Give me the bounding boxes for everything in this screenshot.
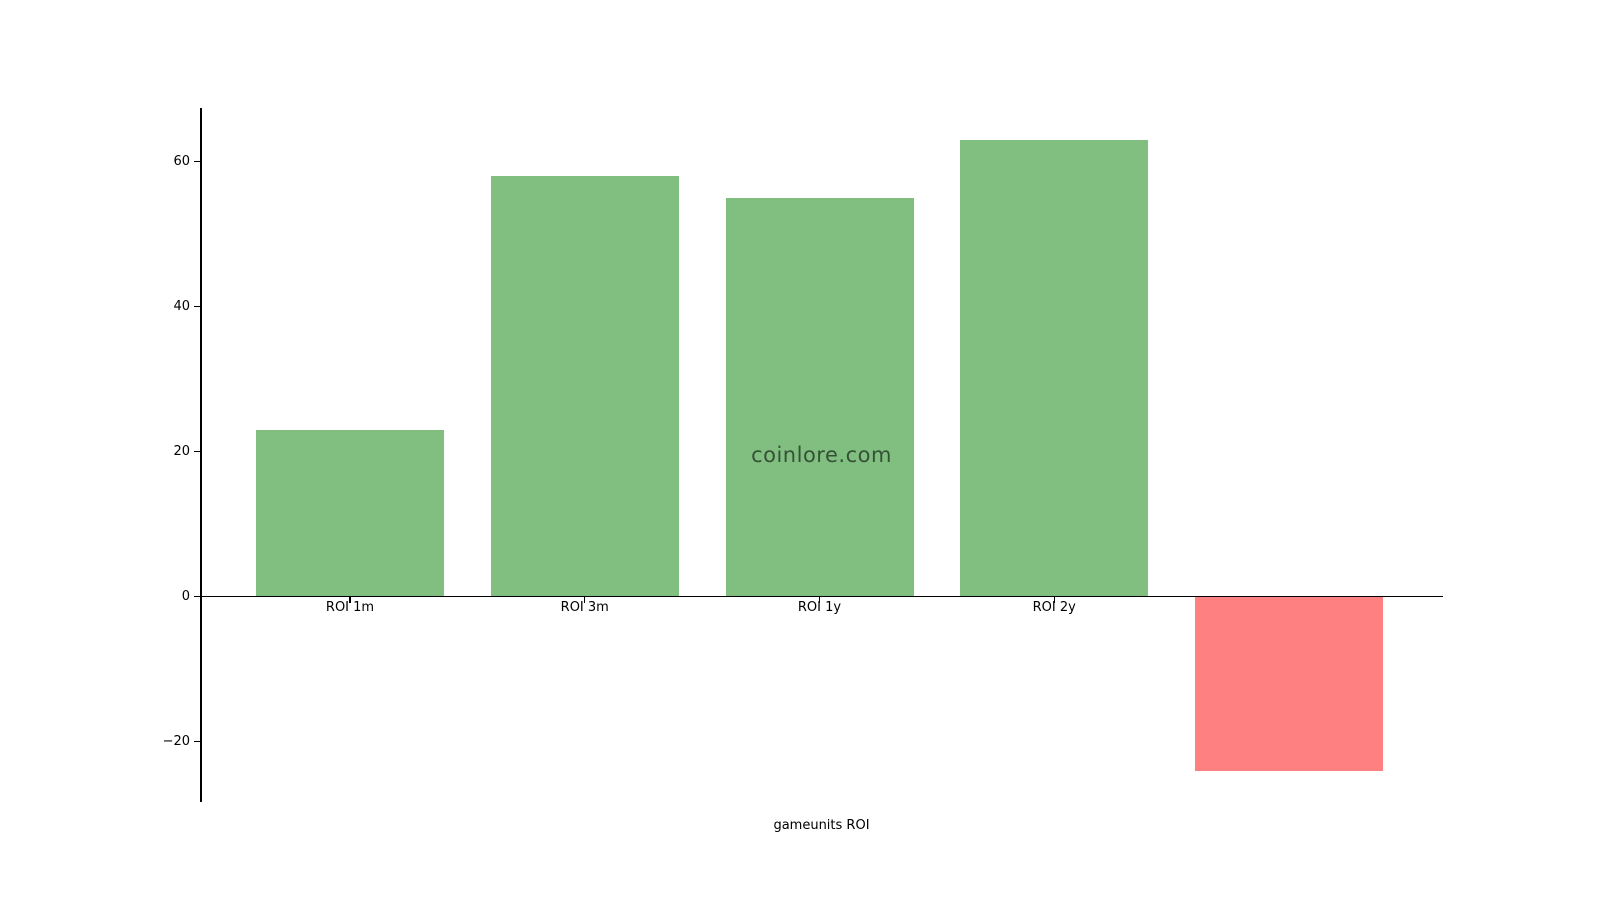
x-tick-label-roi-3m: ROI 3m (560, 599, 609, 615)
bar-roi-3m (490, 176, 679, 597)
y-tick-60 (194, 160, 200, 163)
x-axis-title: gameunits ROI (773, 818, 870, 833)
y-tick-label-0: 0 (181, 588, 190, 604)
bar-roi-2y (960, 139, 1149, 597)
x-tick-label-roi-1m: ROI 1m (325, 599, 375, 615)
x-tick-roi-1y (818, 596, 821, 603)
x-tick-roi-2y (1053, 596, 1055, 603)
y-axis-line (200, 108, 202, 803)
y-tick-label-40: 40 (173, 298, 190, 314)
x-tick-label-roi-2y: ROI 2y (1032, 599, 1076, 615)
y-tick-label-20: −20 (162, 733, 190, 749)
x-axis-line (200, 595, 1443, 598)
y-tick-0 (194, 595, 200, 598)
y-tick-label-60: 60 (173, 153, 190, 169)
x-tick-roi-1m (349, 596, 351, 603)
bar-unlabeled-4 (1195, 596, 1383, 771)
x-tick-label-roi-1y: ROI 1y (797, 599, 842, 615)
watermark: coinlore.com (751, 443, 892, 468)
y-tick-label-20: 20 (173, 443, 190, 459)
y-tick-20 (194, 450, 200, 453)
x-tick-roi-3m (584, 596, 586, 603)
y-tick-40 (194, 305, 200, 308)
bar-roi-1m (256, 429, 444, 597)
y-tick-20 (194, 740, 200, 743)
bar-roi-1y (725, 197, 914, 597)
